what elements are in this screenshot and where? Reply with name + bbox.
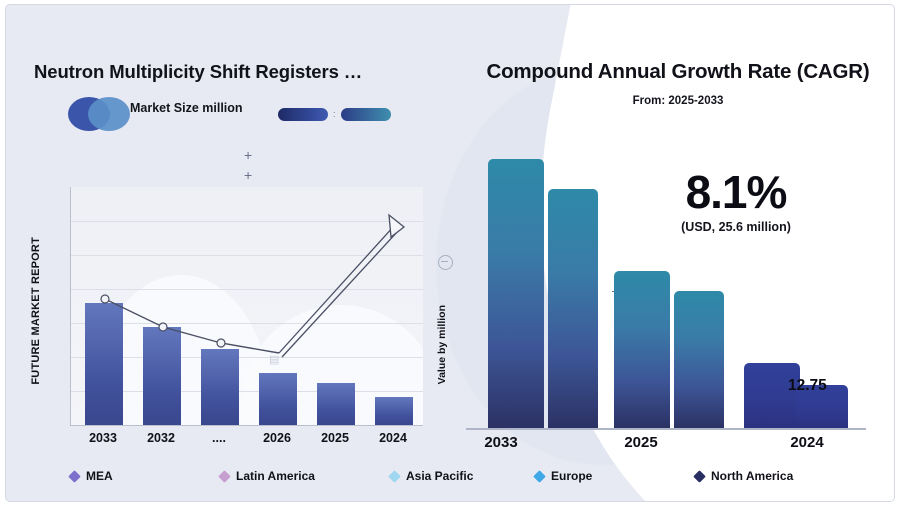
bar-dots bbox=[201, 349, 239, 425]
gridline bbox=[71, 289, 423, 290]
pill-swatch-primary bbox=[278, 108, 328, 121]
right-chart-value-label: 12.75 bbox=[788, 377, 827, 394]
rxtick-2025: 2025 bbox=[624, 434, 658, 451]
plus-icon-1: + bbox=[244, 147, 253, 163]
legend-item-europe[interactable]: Europe bbox=[533, 469, 695, 483]
xtick-2026: 2026 bbox=[263, 431, 291, 445]
cagr-value: 8.1% bbox=[685, 166, 788, 218]
gridline bbox=[71, 221, 423, 222]
right-chart-subtitle: From: 2025-2033 bbox=[632, 95, 724, 107]
legend-item-mea[interactable]: MEA bbox=[68, 469, 220, 483]
legend-label-mea: MEA bbox=[86, 469, 113, 483]
legend-label-europe: Europe bbox=[551, 469, 593, 483]
gridline bbox=[71, 323, 423, 324]
xtick-2025: 2025 bbox=[321, 431, 349, 445]
venn-circles-icon bbox=[68, 97, 130, 131]
infographic-card: Neutron Multiplicity Shift Registers … M… bbox=[6, 5, 894, 501]
trend-line bbox=[104, 298, 280, 354]
trend-point bbox=[158, 322, 168, 332]
growth-arrow-shaft-upper bbox=[278, 225, 395, 354]
gridline bbox=[71, 357, 423, 358]
gridline bbox=[71, 391, 423, 392]
rbar-2024-a bbox=[744, 363, 800, 429]
venn-circle-right bbox=[88, 97, 130, 131]
legend-swatch-europe bbox=[533, 469, 546, 483]
legend-item-asia-pacific[interactable]: Asia Pacific bbox=[388, 469, 535, 483]
left-chart-title: Neutron Multiplicity Shift Registers … bbox=[34, 61, 363, 82]
rbar-2025-b bbox=[674, 291, 724, 429]
gridline bbox=[71, 255, 423, 256]
bar-2025 bbox=[317, 383, 355, 425]
right-chart-baseline bbox=[466, 428, 866, 430]
left-chart-overlay-svg bbox=[100, 213, 406, 358]
xtick-2024: 2024 bbox=[379, 431, 407, 445]
rbar-2033-b bbox=[548, 189, 598, 429]
legend-swatch-north-america bbox=[693, 469, 706, 483]
right-chart-y-axis-label: Value by million bbox=[436, 305, 448, 385]
legend-swatch-asia-pacific bbox=[388, 469, 401, 483]
faint-placeholder-icon-1: ▤ bbox=[269, 354, 280, 366]
right-chart-plot-area bbox=[466, 5, 866, 429]
left-chart-plot-area: ▤ ▣ bbox=[70, 187, 423, 426]
xtick-dots: .... bbox=[212, 431, 226, 445]
trend-point bbox=[216, 338, 226, 348]
plus-icon-2: + bbox=[244, 167, 253, 183]
pill-legend-group: : bbox=[278, 108, 391, 121]
xtick-2033: 2033 bbox=[89, 431, 117, 445]
bar-2026 bbox=[259, 373, 297, 425]
legend-item-latin-america[interactable]: Latin America bbox=[218, 469, 390, 483]
legend-label-north-america: North America bbox=[711, 469, 794, 483]
rbar-2025-a bbox=[614, 271, 670, 429]
legend-item-north-america[interactable]: North America bbox=[693, 469, 794, 483]
growth-arrow-shaft-lower bbox=[281, 230, 399, 358]
bar-2033 bbox=[85, 303, 123, 425]
minus-circle-icon bbox=[438, 255, 453, 270]
pill-swatch-secondary bbox=[340, 108, 391, 121]
cagr-unit-label: (USD, 25.6 million) bbox=[681, 220, 791, 234]
growth-arrow-head bbox=[388, 213, 406, 239]
trend-point bbox=[100, 294, 110, 304]
plus-marks-decoration: + + bbox=[244, 145, 252, 185]
legend-swatch-mea bbox=[68, 469, 81, 483]
right-chart-title: Compound Annual Growth Rate (CAGR) bbox=[486, 60, 870, 83]
legend-label-asia-pacific: Asia Pacific bbox=[406, 469, 474, 483]
xtick-2032: 2032 bbox=[147, 431, 175, 445]
legend-swatch-latin-america bbox=[218, 469, 231, 483]
legend-label-latin-america: Latin America bbox=[236, 469, 315, 483]
rxtick-2033: 2033 bbox=[484, 434, 518, 451]
region-legend: MEA Latin America Asia Pacific Europe No… bbox=[68, 469, 850, 483]
rbar-2033-a bbox=[488, 159, 544, 429]
rbar-2024-b bbox=[796, 385, 848, 429]
left-chart-y-axis-label: FUTURE MARKET REPORT bbox=[30, 237, 42, 385]
bar-2024 bbox=[375, 397, 413, 425]
rxtick-2024: 2024 bbox=[790, 434, 824, 451]
pill-separator: : bbox=[333, 109, 336, 119]
market-size-legend-label: Market Size million bbox=[130, 101, 243, 115]
left-chart-x-axis: 2033 2032 .... 2026 2025 2024 bbox=[70, 431, 422, 449]
bar-2032 bbox=[143, 327, 181, 425]
